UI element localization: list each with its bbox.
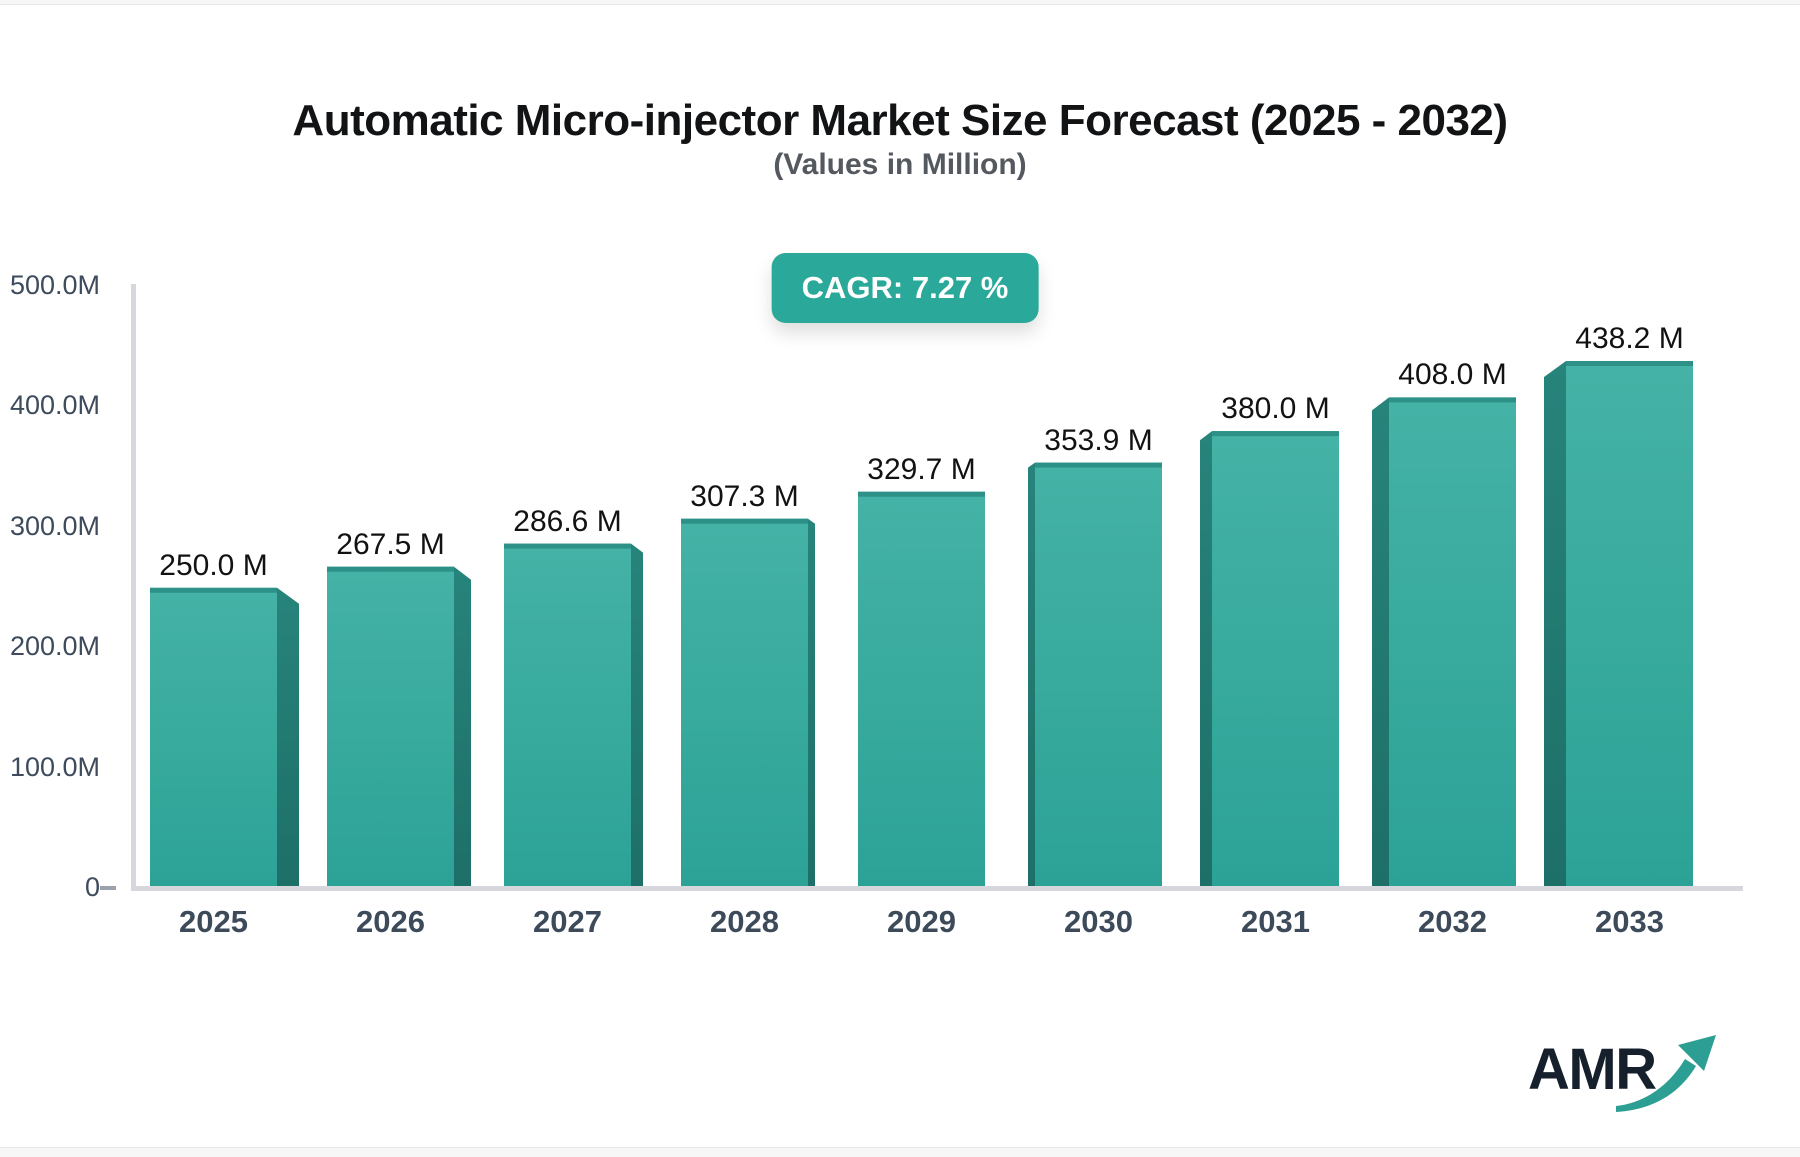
bar-side-face <box>1200 431 1212 889</box>
bottom-edge-strip <box>0 1147 1800 1157</box>
bar-top-cap <box>504 543 631 549</box>
bar-side-face <box>1372 397 1389 889</box>
bar-face <box>1035 462 1162 889</box>
x-axis-year-label: 2031 <box>1241 904 1310 939</box>
bar-top-cap <box>681 518 808 524</box>
amr-logo-text: AMR <box>1528 1037 1657 1102</box>
cagr-badge: CAGR: 7.27 % <box>771 253 1039 323</box>
y-axis-tick-label: 500.0M <box>9 270 100 300</box>
bar-top-cap <box>1566 361 1693 366</box>
bar-side-face <box>1028 462 1035 889</box>
bar-face <box>858 491 985 889</box>
x-axis-year-label: 2027 <box>533 904 602 939</box>
bar-top-cap <box>1035 462 1162 468</box>
bar-value-label: 353.9 M <box>1044 424 1153 457</box>
bar-value-label: 307.3 M <box>690 480 799 513</box>
bar-face <box>327 566 454 889</box>
chart-title: Automatic Micro-injector Market Size For… <box>292 96 1508 145</box>
bar-face <box>1212 431 1339 889</box>
bar-top-cap <box>1389 397 1516 403</box>
zero-tick-dash <box>100 886 116 890</box>
top-edge-strip <box>0 0 1800 5</box>
chart-subtitle: (Values in Million) <box>773 148 1027 181</box>
bar-side-face <box>1544 361 1566 889</box>
y-axis-tick-label: 400.0M <box>9 390 100 420</box>
bar-value-label: 329.7 M <box>867 453 976 486</box>
bar-face <box>1389 397 1516 889</box>
bar-top-cap <box>327 566 454 572</box>
amr-logo: AMR <box>1528 1032 1728 1122</box>
bar-side-face <box>631 543 643 889</box>
bar-top-cap <box>858 491 985 497</box>
x-axis-year-label: 2025 <box>179 904 248 939</box>
bars-group <box>150 361 1693 890</box>
x-axis-line <box>131 886 1743 891</box>
x-axis-year-label: 2032 <box>1418 904 1487 939</box>
bar-value-label: 286.6 M <box>513 505 622 538</box>
bar-face <box>150 587 277 890</box>
x-axis-year-label: 2026 <box>356 904 425 939</box>
bar-value-label: 408.0 M <box>1398 358 1507 391</box>
x-axis-year-label: 2028 <box>710 904 779 939</box>
y-axis-tick-label: 0 <box>84 872 100 902</box>
x-axis-year-label: 2030 <box>1064 904 1133 939</box>
bar-face <box>1566 361 1693 889</box>
logo-arrow-icon <box>1616 1035 1716 1112</box>
bar-side-face <box>808 518 815 889</box>
y-axis-tick-label: 200.0M <box>9 631 100 661</box>
bar-value-label: 438.2 M <box>1575 322 1684 355</box>
bar-side-face <box>454 566 471 889</box>
bar-face <box>504 543 631 889</box>
bar-value-label: 380.0 M <box>1221 392 1330 425</box>
bar-face <box>681 518 808 889</box>
x-axis-year-label: 2029 <box>887 904 956 939</box>
bar-value-label: 250.0 M <box>159 549 268 582</box>
y-axis-tick-label: 100.0M <box>9 752 100 782</box>
x-axis-year-label: 2033 <box>1595 904 1664 939</box>
bar-top-cap <box>150 587 277 593</box>
bar-top-cap <box>1212 431 1339 437</box>
bar-side-face <box>277 587 299 889</box>
y-axis-line <box>131 284 136 891</box>
y-axis-tick-label: 300.0M <box>9 511 100 541</box>
bar-value-label: 267.5 M <box>336 528 445 561</box>
